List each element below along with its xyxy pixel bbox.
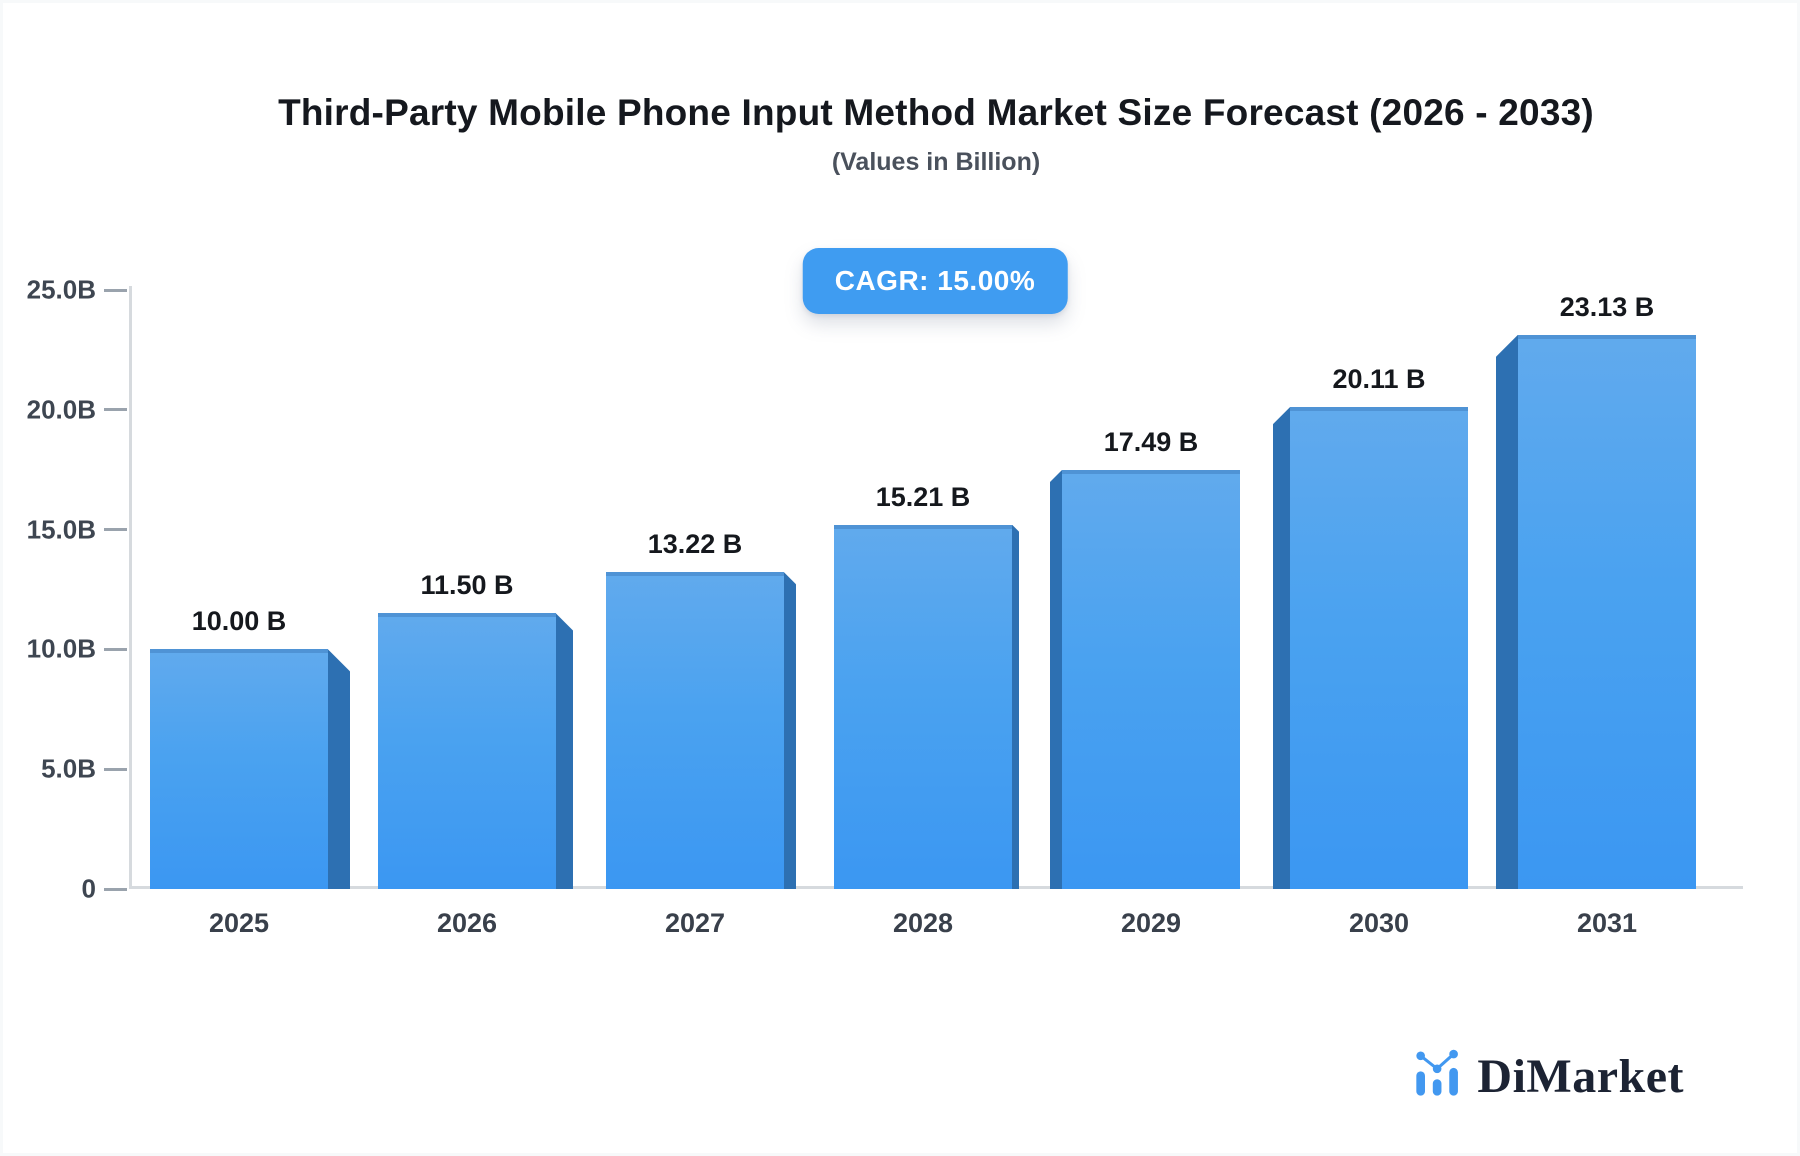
bar-side <box>1496 334 1518 889</box>
x-axis-label: 2029 <box>1120 908 1182 938</box>
bar: 23.13 B <box>1496 292 1696 889</box>
bar-face <box>834 524 1012 889</box>
y-axis-label: 5.0B <box>41 753 96 784</box>
bar: 11.50 B <box>378 570 573 889</box>
bar-face <box>150 649 328 889</box>
bar-value-label: 17.49 B <box>1103 426 1199 457</box>
chart-title: Third-Party Mobile Phone Input Method Ma… <box>278 92 1594 133</box>
bar-value-label: 13.22 B <box>647 529 743 560</box>
bar: 13.22 B <box>606 529 796 889</box>
bar-value-label: 20.11 B <box>1332 364 1426 395</box>
chart-subtitle: (Values in Billion) <box>831 148 1041 176</box>
x-axis-label: 2025 <box>208 908 270 938</box>
y-axis-tick <box>104 647 127 651</box>
cagr-badge: CAGR: 15.00% <box>802 248 1068 314</box>
bar-value-label: 15.21 B <box>875 481 971 512</box>
x-axis-label: 2030 <box>1348 908 1410 938</box>
y-axis-label: 15.0B <box>26 514 96 545</box>
y-axis-tick <box>104 408 127 412</box>
y-axis-tick <box>104 887 127 891</box>
y-axis-label: 25.0B <box>26 274 96 305</box>
logo-wordmark: DiMarket <box>1477 1050 1684 1104</box>
y-axis-label: 0 <box>81 873 96 904</box>
y-axis-label: 10.0B <box>26 633 96 664</box>
y-axis-tick <box>104 528 127 532</box>
bar-value-label: 11.50 B <box>420 570 514 601</box>
y-axis-tick <box>104 288 127 292</box>
bar: 20.11 B <box>1273 364 1468 889</box>
bar-side <box>784 572 796 889</box>
chart-header: Third-Party Mobile Phone Input Method Ma… <box>130 92 1742 177</box>
bar-face <box>1518 334 1696 889</box>
bar-side <box>1012 524 1019 889</box>
bar: 15.21 B <box>834 482 1019 889</box>
bar-value-label: 23.13 B <box>1559 291 1655 322</box>
y-axis-tick <box>104 767 127 771</box>
y-axis-label: 20.0B <box>26 394 96 425</box>
bar-line-chart-icon <box>1416 1049 1459 1096</box>
x-axis-label: 2027 <box>664 908 726 938</box>
bar-side <box>328 649 350 889</box>
dimarket-logo: DiMarket <box>1412 1048 1684 1104</box>
bar-face <box>606 572 784 889</box>
bar-face <box>378 613 556 889</box>
x-axis-label: 2031 <box>1576 908 1638 938</box>
bar: 17.49 B <box>1050 427 1240 889</box>
x-axis-label: 2028 <box>892 908 954 938</box>
bar: 10.00 B <box>150 606 350 889</box>
bar-side <box>1050 469 1062 889</box>
bar-side <box>556 613 573 889</box>
bar-value-label: 10.00 B <box>191 606 287 637</box>
x-axis-label: 2026 <box>436 908 498 938</box>
bar-face <box>1290 407 1468 889</box>
bar-side <box>1273 407 1290 889</box>
bar-face <box>1062 469 1240 889</box>
y-axis-line <box>129 286 132 889</box>
